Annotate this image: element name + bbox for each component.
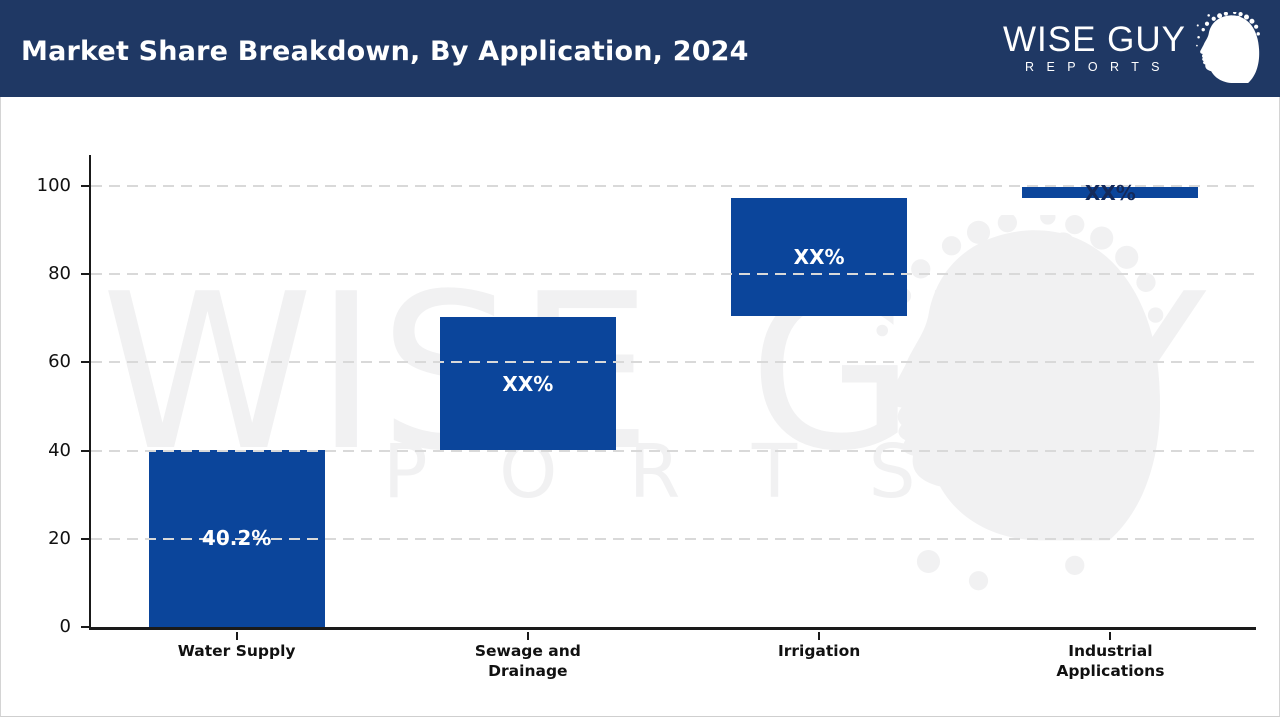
bar-value-label: XX% xyxy=(793,245,845,270)
logo-name-text: WISE GUY xyxy=(1002,20,1186,59)
logo-face-icon xyxy=(1196,12,1260,83)
x-axis-tick-mark xyxy=(526,632,529,640)
page-title: Market Share Breakdown, By Application, … xyxy=(21,36,749,67)
plot-area: 0 20 40 60 80 100 40.2% Water Supply XX% Sewage a… xyxy=(37,155,1256,680)
y-axis-tick-label: 0 xyxy=(59,616,71,637)
y-axis-tick-label: 40 xyxy=(48,439,71,461)
gridline-40 xyxy=(91,449,1256,452)
x-axis-label: Industrial Applications xyxy=(1056,642,1165,681)
y-axis-tick-label: 80 xyxy=(48,263,71,285)
gridline-20 xyxy=(91,537,1256,540)
y-axis-tick-mark xyxy=(81,537,91,540)
bar-sewage-and-drainage xyxy=(439,317,616,450)
chart-card: WISE GUY P O R T S 0 20 40 60 80 100 40.2% Wate… xyxy=(0,97,1280,717)
header: Market Share Breakdown, By Application, … xyxy=(0,0,1280,97)
x-axis-tick-mark xyxy=(1109,632,1112,640)
y-axis-tick-label: 20 xyxy=(48,527,71,549)
bar-value-label: XX% xyxy=(1084,180,1136,205)
y-axis-tick-mark xyxy=(81,273,91,276)
x-axis-tick-mark xyxy=(818,632,821,640)
y-axis-tick-label: 60 xyxy=(48,351,71,373)
y-axis-tick-mark xyxy=(81,626,91,628)
bar-irrigation xyxy=(731,198,908,317)
brand-logo: WISE GUY R E P O R T S xyxy=(1003,6,1274,94)
bar-value-label: 40.2% xyxy=(201,526,272,551)
y-axis-tick-label: 100 xyxy=(36,174,71,196)
gridline-80 xyxy=(91,273,1256,276)
logo-wordmark: WISE GUY R E P O R T S xyxy=(1002,20,1186,74)
gridline-100 xyxy=(91,184,1256,187)
x-axis-tick-mark xyxy=(235,632,238,640)
bar-industrial-applications xyxy=(1022,186,1199,199)
x-axis-label: Sewage and Drainage xyxy=(474,642,581,681)
x-axis-label: Water Supply xyxy=(177,642,296,660)
watermark-face-icon xyxy=(876,215,1164,591)
gridline-60 xyxy=(91,361,1256,364)
bar-value-label: XX% xyxy=(502,371,554,396)
x-axis-label: Irrigation xyxy=(777,642,861,660)
logo-sub-text: R E P O R T S xyxy=(1024,59,1165,74)
y-axis-tick-mark xyxy=(81,449,91,452)
y-axis-tick-mark xyxy=(81,361,91,364)
y-axis-tick-mark xyxy=(81,184,91,187)
